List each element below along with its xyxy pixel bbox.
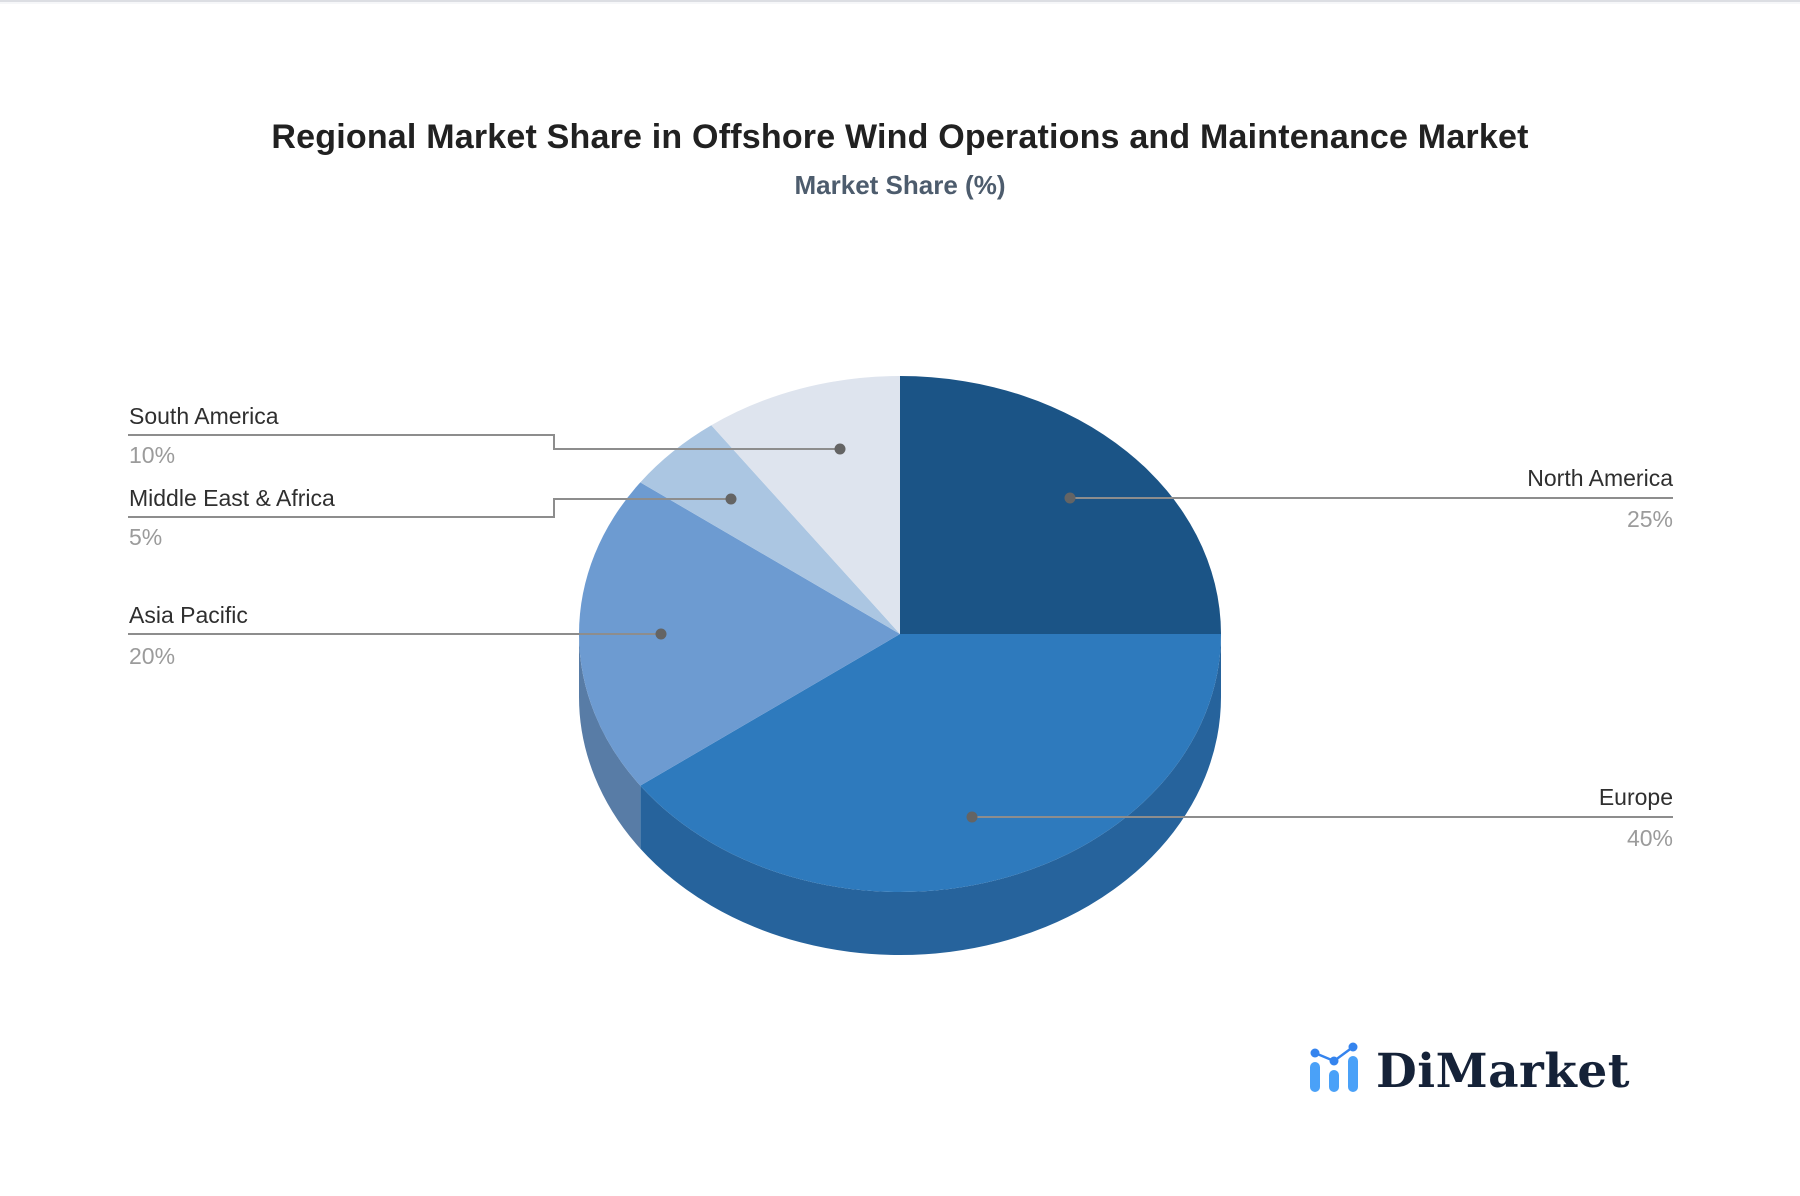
chart-subtitle: Market Share (%) <box>794 170 1006 200</box>
callout-label-north-america: North America <box>1527 465 1673 491</box>
bar-line-chart-icon <box>1309 1042 1358 1092</box>
pie-slice-side-asia-pacific <box>579 634 641 849</box>
pie-slice-north-america[interactable] <box>900 376 1221 634</box>
callout-dot-north-america <box>1064 492 1076 504</box>
callout-dot-europe <box>966 811 978 823</box>
callout-dot-middle-east-africa <box>725 493 737 505</box>
pie-slices <box>579 376 1221 892</box>
callout-dot-asia-pacific <box>655 628 667 640</box>
pie-slice-south-america[interactable] <box>711 376 900 634</box>
pie-slice-side-europe <box>640 634 1221 955</box>
logo-dot-3 <box>1348 1042 1358 1052</box>
callout-value-asia-pacific: 20% <box>129 643 176 669</box>
logo-text: DiMarket <box>1375 1044 1630 1099</box>
callout-label-south-america: South America <box>129 403 279 429</box>
callout-label-europe: Europe <box>1598 784 1673 810</box>
logo-bar-1 <box>1309 1062 1320 1092</box>
pie-slice-asia-pacific[interactable] <box>579 482 900 786</box>
callout-dot-south-america <box>834 443 846 455</box>
leader-line-middle-east-africa <box>128 498 727 518</box>
logo-dot-1 <box>1310 1048 1320 1058</box>
callout-value-north-america: 25% <box>1626 506 1673 532</box>
logo-bar-3 <box>1347 1056 1358 1092</box>
callout-label-middle-east-africa: Middle East & Africa <box>129 485 335 511</box>
window-top-strip <box>0 0 1800 4</box>
callout-label-asia-pacific: Asia Pacific <box>129 602 248 628</box>
callout-value-europe: 40% <box>1626 825 1673 851</box>
logo-dot-2 <box>1329 1056 1339 1066</box>
pie-rims <box>579 634 1221 955</box>
dimarket-logo: DiMarket <box>1305 1038 1630 1100</box>
window-top-edge <box>0 0 1800 2</box>
pie-slice-europe[interactable] <box>640 634 1221 892</box>
pie-slice-middle-east-and-africa[interactable] <box>640 425 900 634</box>
callout-value-middle-east-africa: 5% <box>129 524 163 550</box>
callout-value-south-america: 10% <box>129 442 176 468</box>
chart-title: Regional Market Share in Offshore Wind O… <box>271 118 1529 156</box>
leader-line-south-america <box>128 434 836 450</box>
logo-bar-2 <box>1328 1070 1339 1092</box>
